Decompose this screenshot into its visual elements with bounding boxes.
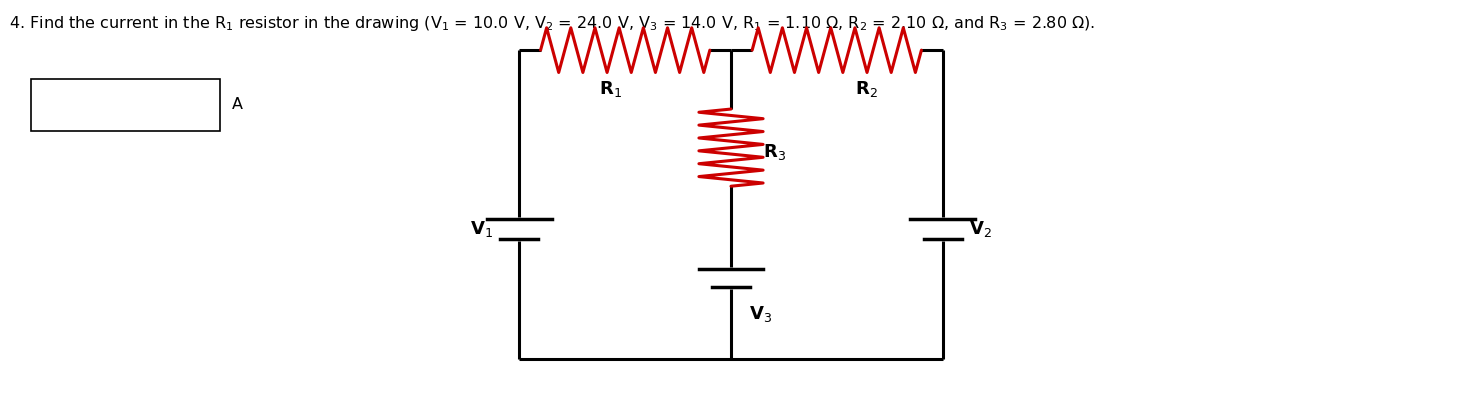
Text: R$_1$: R$_1$ xyxy=(599,79,621,99)
Text: V$_1$: V$_1$ xyxy=(471,219,493,239)
Text: R$_3$: R$_3$ xyxy=(763,142,787,162)
Text: V$_3$: V$_3$ xyxy=(749,304,772,324)
Text: 4. Find the current in the R$_1$ resistor in the drawing (V$_1$ = 10.0 V, V$_2$ : 4. Find the current in the R$_1$ resisto… xyxy=(9,13,1095,33)
FancyBboxPatch shape xyxy=(31,79,221,131)
Text: A: A xyxy=(232,97,243,112)
Text: R$_2$: R$_2$ xyxy=(855,79,877,99)
Text: V$_2$: V$_2$ xyxy=(969,219,991,239)
